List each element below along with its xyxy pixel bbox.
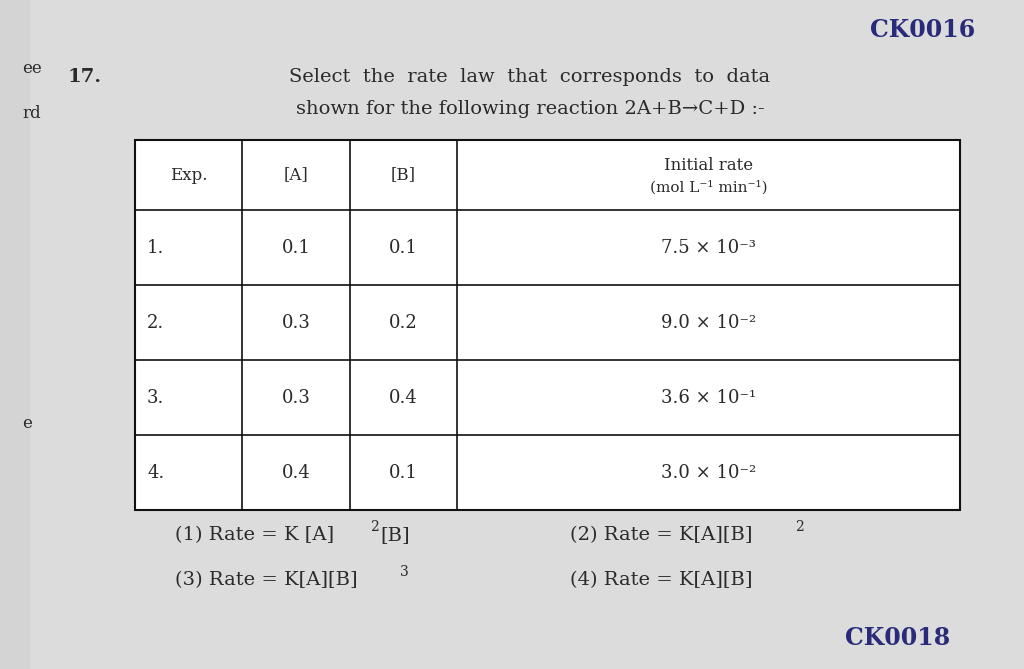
Text: 0.1: 0.1 bbox=[282, 239, 310, 256]
Text: (3) Rate = K[A][B]: (3) Rate = K[A][B] bbox=[175, 571, 357, 589]
Text: 2: 2 bbox=[795, 520, 804, 534]
Text: 0.3: 0.3 bbox=[282, 389, 310, 407]
Text: 4.: 4. bbox=[147, 464, 164, 482]
Text: (1) Rate = K [A]: (1) Rate = K [A] bbox=[175, 526, 334, 544]
Text: 0.4: 0.4 bbox=[282, 464, 310, 482]
Text: shown for the following reaction 2A+B→C+D :-: shown for the following reaction 2A+B→C+… bbox=[296, 100, 764, 118]
Text: 9.0 × 10⁻²: 9.0 × 10⁻² bbox=[660, 314, 756, 332]
Text: (2) Rate = K[A][B]: (2) Rate = K[A][B] bbox=[570, 526, 753, 544]
Text: Initial rate: Initial rate bbox=[664, 157, 753, 173]
Text: 0.3: 0.3 bbox=[282, 314, 310, 332]
Text: 0.1: 0.1 bbox=[389, 464, 418, 482]
Text: 3.6 × 10⁻¹: 3.6 × 10⁻¹ bbox=[660, 389, 756, 407]
Text: CK0016: CK0016 bbox=[869, 18, 975, 42]
Text: 0.4: 0.4 bbox=[389, 389, 418, 407]
Text: [B]: [B] bbox=[380, 526, 410, 544]
Text: Exp.: Exp. bbox=[170, 167, 208, 183]
Text: (mol L⁻¹ min⁻¹): (mol L⁻¹ min⁻¹) bbox=[649, 180, 767, 194]
Text: 3: 3 bbox=[400, 565, 409, 579]
Text: 0.2: 0.2 bbox=[389, 314, 418, 332]
Text: Select  the  rate  law  that  corresponds  to  data: Select the rate law that corresponds to … bbox=[290, 68, 771, 86]
Text: 1.: 1. bbox=[147, 239, 165, 256]
Text: [B]: [B] bbox=[390, 167, 416, 183]
Text: 2: 2 bbox=[370, 520, 379, 534]
Text: 17.: 17. bbox=[68, 68, 102, 86]
Text: 7.5 × 10⁻³: 7.5 × 10⁻³ bbox=[660, 239, 756, 256]
Text: 3.0 × 10⁻²: 3.0 × 10⁻² bbox=[660, 464, 756, 482]
Text: 2.: 2. bbox=[147, 314, 164, 332]
Text: e: e bbox=[22, 415, 32, 432]
Text: ee: ee bbox=[22, 60, 42, 77]
Text: rd: rd bbox=[22, 105, 41, 122]
Text: 3.: 3. bbox=[147, 389, 165, 407]
Text: CK0018: CK0018 bbox=[845, 626, 950, 650]
Text: [A]: [A] bbox=[284, 167, 308, 183]
Text: 0.1: 0.1 bbox=[389, 239, 418, 256]
Text: (4) Rate = K[A][B]: (4) Rate = K[A][B] bbox=[570, 571, 753, 589]
Bar bbox=[135, 140, 961, 510]
